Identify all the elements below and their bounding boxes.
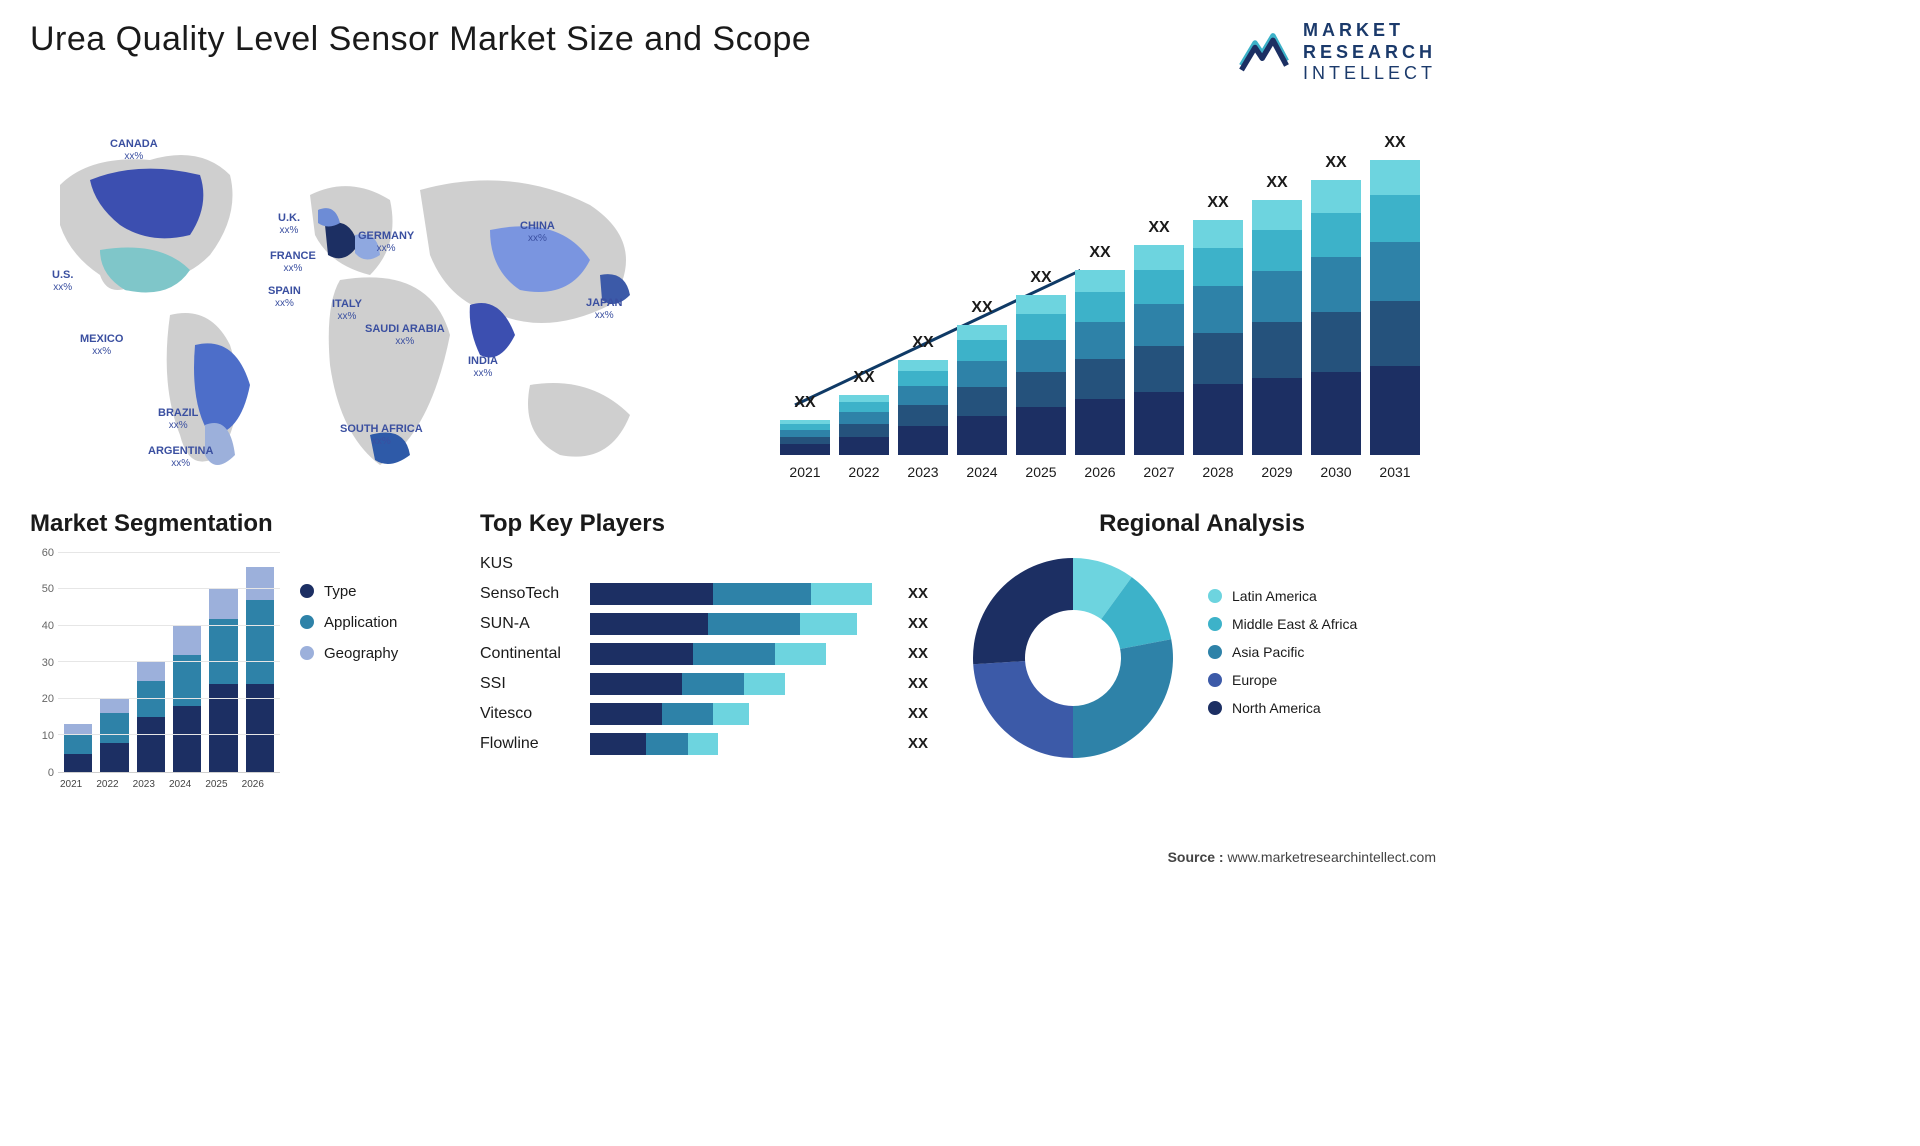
map-label: MEXICOxx% (80, 333, 123, 357)
source-attribution: Source : www.marketresearchintellect.com (1168, 849, 1436, 865)
market-bar: XX (1252, 200, 1302, 455)
legend-item: North America (1208, 700, 1357, 716)
year-label: 2027 (1134, 464, 1184, 480)
map-label: CHINAxx% (520, 220, 555, 244)
market-bar: XX (1370, 160, 1420, 455)
player-row: KUS (480, 553, 948, 575)
segmentation-legend: Type Application Geography (300, 583, 398, 773)
player-row: SensoTechXX (480, 583, 948, 605)
legend-item: Asia Pacific (1208, 644, 1357, 660)
market-bar: XX (957, 325, 1007, 455)
player-row: SSIXX (480, 673, 948, 695)
market-bar: XX (839, 395, 889, 455)
map-label: ITALYxx% (332, 298, 362, 322)
year-label: 2024 (957, 464, 1007, 480)
players-title: Top Key Players (480, 510, 948, 538)
market-bar: XX (1193, 220, 1243, 455)
market-bar: XX (1311, 180, 1361, 455)
logo-line1: MARKET (1303, 20, 1436, 42)
players-chart: KUS SensoTechXX SUN-AXX ContinentalXX SSIXX V… (480, 553, 948, 755)
world-map: CANADAxx% U.S.xx% MEXICOxx% BRAZILxx% ARGENT… (30, 105, 710, 485)
legend-item: Type (300, 583, 398, 600)
map-label: BRAZILxx% (158, 407, 198, 431)
map-label: SPAINxx% (268, 285, 301, 309)
map-label: FRANCExx% (270, 250, 316, 274)
market-bar: XX (1075, 270, 1125, 455)
market-bar: XX (898, 360, 948, 455)
map-label: U.K.xx% (278, 212, 300, 236)
segmentation-chart: 0102030405060 202120222023202420252026 (30, 553, 280, 773)
segmentation-title: Market Segmentation (30, 510, 460, 538)
legend-item: Application (300, 614, 398, 631)
year-label: 2031 (1370, 464, 1420, 480)
year-label: 2021 (780, 464, 830, 480)
segmentation-bar: 2026 (246, 553, 274, 772)
market-bar: XX (1134, 245, 1184, 455)
year-label: 2023 (898, 464, 948, 480)
donut-slice (1073, 639, 1173, 758)
segmentation-bar: 2024 (173, 553, 201, 772)
map-label: ARGENTINAxx% (148, 445, 213, 469)
source-label: Source : (1168, 849, 1224, 865)
segmentation-bar: 2023 (137, 553, 165, 772)
source-value: www.marketresearchintellect.com (1227, 849, 1436, 865)
map-label: GERMANYxx% (358, 230, 414, 254)
donut-slice (973, 661, 1073, 758)
regional-title: Regional Analysis (968, 510, 1436, 538)
segmentation-bar: 2021 (64, 553, 92, 772)
player-row: SUN-AXX (480, 613, 948, 635)
regional-legend: Latin America Middle East & Africa Asia Pa… (1208, 588, 1357, 728)
market-bar: XX (1016, 295, 1066, 455)
year-label: 2029 (1252, 464, 1302, 480)
year-label: 2026 (1075, 464, 1125, 480)
player-row: ContinentalXX (480, 643, 948, 665)
segmentation-bar: 2025 (209, 553, 237, 772)
year-label: 2030 (1311, 464, 1361, 480)
brand-logo: MARKET RESEARCH INTELLECT (1237, 20, 1436, 85)
map-label: SOUTH AFRICAxx% (340, 423, 423, 447)
market-bar: XX (780, 420, 830, 455)
regional-donut (968, 553, 1178, 763)
year-label: 2022 (839, 464, 889, 480)
year-label: 2028 (1193, 464, 1243, 480)
segmentation-bar: 2022 (100, 553, 128, 772)
map-label: U.S.xx% (52, 269, 73, 293)
year-label: 2025 (1016, 464, 1066, 480)
legend-item: Europe (1208, 672, 1357, 688)
page-title: Urea Quality Level Sensor Market Size an… (30, 20, 811, 59)
legend-item: Middle East & Africa (1208, 616, 1357, 632)
donut-slice (973, 558, 1073, 664)
player-row: FlowlineXX (480, 733, 948, 755)
logo-line3: INTELLECT (1303, 63, 1436, 85)
logo-icon (1237, 25, 1291, 79)
logo-line2: RESEARCH (1303, 42, 1436, 64)
map-label: SAUDI ARABIAxx% (365, 323, 445, 347)
map-label: CANADAxx% (110, 138, 158, 162)
market-size-chart: XXXXXXXXXXXXXXXXXXXXXX 20212022202320242… (740, 105, 1436, 485)
legend-item: Geography (300, 645, 398, 662)
map-label: JAPANxx% (586, 297, 622, 321)
map-label: INDIAxx% (468, 355, 498, 379)
player-row: VitescoXX (480, 703, 948, 725)
legend-item: Latin America (1208, 588, 1357, 604)
